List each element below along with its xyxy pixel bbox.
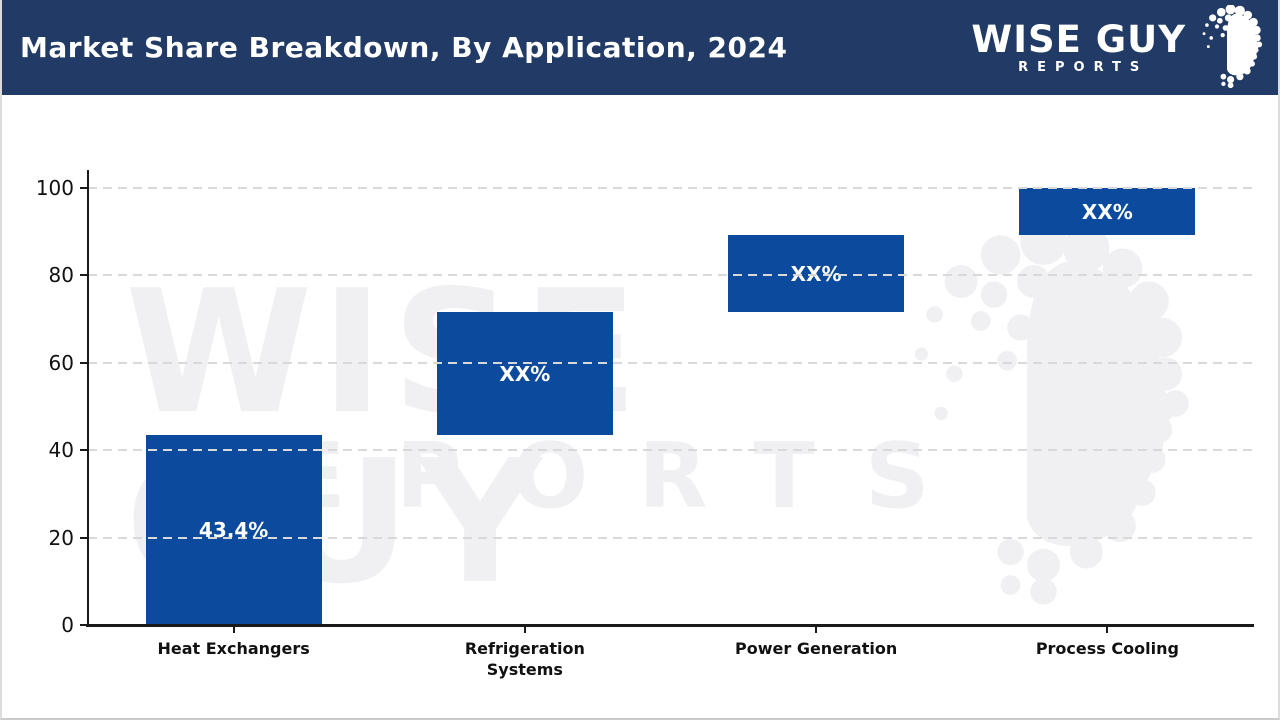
y-tick-label: 100 xyxy=(35,176,74,200)
x-category-label: Refrigeration Systems xyxy=(464,639,585,679)
x-tick-mark xyxy=(523,625,526,633)
y-tick-label: 40 xyxy=(48,438,74,463)
chart-title: Market Share Breakdown, By Application, … xyxy=(20,31,788,64)
gridline-60 xyxy=(88,361,1253,364)
x-category-label: Process Cooling xyxy=(1035,639,1179,658)
logo-wordmark: WISE GUY xyxy=(971,18,1186,61)
x-category-label: Power Generation xyxy=(735,639,898,658)
gridline-20 xyxy=(88,536,1253,539)
y-tick-mark xyxy=(80,624,88,626)
y-tick-mark xyxy=(80,361,88,364)
y-tick-mark xyxy=(80,449,88,452)
x-tick-mark xyxy=(1106,625,1109,633)
wiseguy-face-watermark-icon xyxy=(862,222,1192,618)
chart-header: Market Share Breakdown, By Application, … xyxy=(0,0,1280,95)
bar-value-label: XX% xyxy=(499,361,551,386)
y-tick-label: 80 xyxy=(48,263,74,288)
bar-power-generation: XX% xyxy=(728,235,905,313)
x-tick-mark xyxy=(232,625,235,633)
y-tick-mark xyxy=(80,274,88,277)
gridline-100 xyxy=(88,187,1253,189)
y-axis-line xyxy=(87,170,89,627)
x-axis-line xyxy=(86,624,1254,627)
wiseguy-face-icon xyxy=(1188,5,1266,91)
gridline-40 xyxy=(88,449,1253,452)
y-tick-mark xyxy=(80,187,88,189)
bar-process-cooling: XX% xyxy=(1019,188,1196,236)
x-category-label: Heat Exchangers xyxy=(157,639,310,658)
y-tick-label: 20 xyxy=(48,525,74,550)
bar-value-label: XX% xyxy=(1081,199,1133,224)
bar-value-label: XX% xyxy=(790,261,842,286)
wiseguy-logo: WISE GUY REPORTS xyxy=(971,5,1266,91)
gridline-80 xyxy=(88,274,1253,277)
x-tick-mark xyxy=(815,625,818,633)
logo-subtext: REPORTS xyxy=(1018,60,1149,75)
bar-heat-exchangers: 43.4% xyxy=(145,435,322,625)
bar-refrigeration: XX% xyxy=(436,312,613,436)
wiseguy-logo-text: WISE GUY REPORTS xyxy=(971,21,1186,74)
y-tick-mark xyxy=(80,536,88,539)
y-tick-label: 0 xyxy=(61,613,74,637)
y-tick-label: 60 xyxy=(48,350,74,375)
